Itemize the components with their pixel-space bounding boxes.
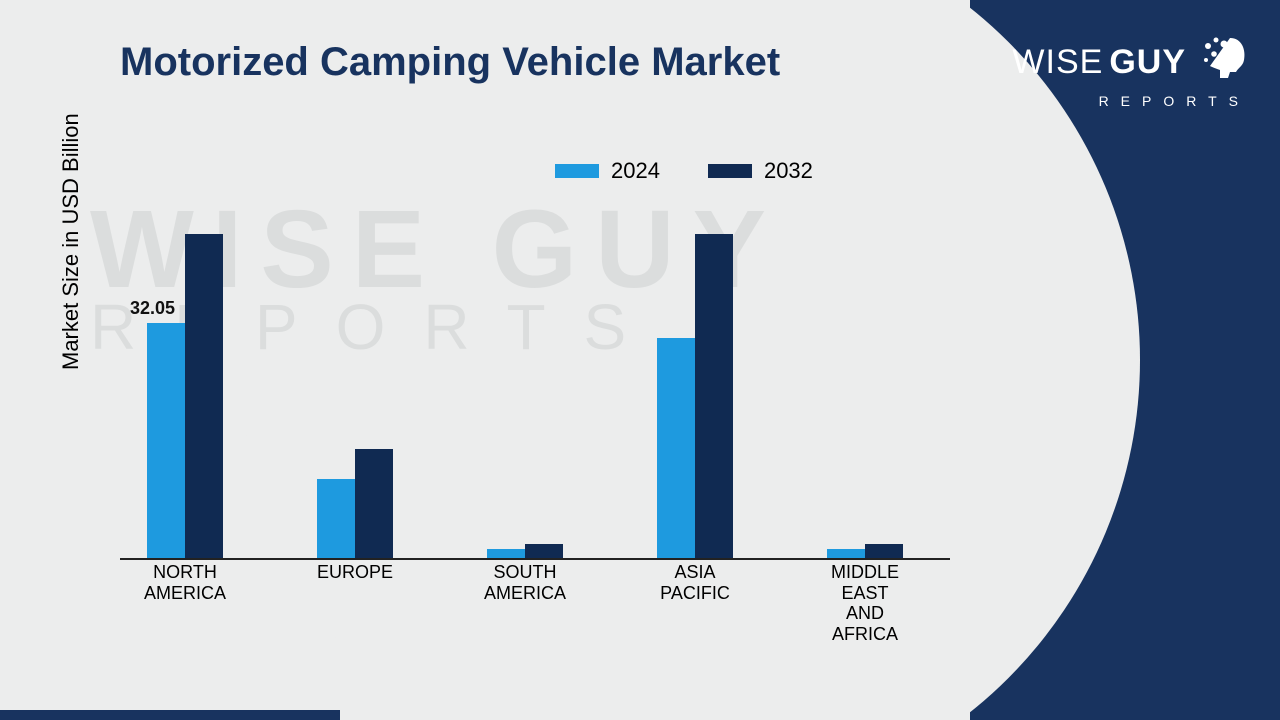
x-axis-category: NORTHAMERICA <box>115 562 255 603</box>
legend-item-2032: 2032 <box>708 158 813 184</box>
bar-group <box>317 449 393 560</box>
x-axis-category: SOUTHAMERICA <box>455 562 595 603</box>
head-icon <box>1194 30 1250 95</box>
x-axis-category: MIDDLEEASTANDAFRICA <box>795 562 935 645</box>
bar <box>657 338 695 560</box>
value-label: 32.05 <box>130 298 175 319</box>
legend-label-2032: 2032 <box>764 158 813 184</box>
bottom-accent-bar <box>0 710 340 720</box>
legend-item-2024: 2024 <box>555 158 660 184</box>
x-axis-line <box>120 558 950 560</box>
chart-plot-area: 32.05 <box>120 190 950 560</box>
bar <box>695 234 733 560</box>
bar-group <box>657 234 733 560</box>
legend-swatch-2032 <box>708 164 752 178</box>
x-axis-category: ASIAPACIFIC <box>625 562 765 603</box>
y-axis-label: Market Size in USD Billion <box>58 113 84 370</box>
legend-label-2024: 2024 <box>611 158 660 184</box>
brand-logo: WISE GUY REPORTS <box>1012 30 1250 109</box>
bar <box>185 234 223 560</box>
bar-group <box>147 234 223 560</box>
bar <box>147 323 185 560</box>
chart-canvas: WISE GUY REPORTS Motorized Camping Vehic… <box>0 0 1280 720</box>
brand-line1a: WISE <box>1012 43 1103 82</box>
legend: 2024 2032 <box>555 158 813 184</box>
legend-swatch-2024 <box>555 164 599 178</box>
bar <box>355 449 393 560</box>
brand-line2: REPORTS <box>1012 93 1250 109</box>
chart-title: Motorized Camping Vehicle Market <box>120 40 780 85</box>
brand-line1b: GUY <box>1109 43 1186 82</box>
x-axis-category: EUROPE <box>285 562 425 583</box>
bar <box>317 479 355 560</box>
plot: 32.05 <box>120 190 950 560</box>
